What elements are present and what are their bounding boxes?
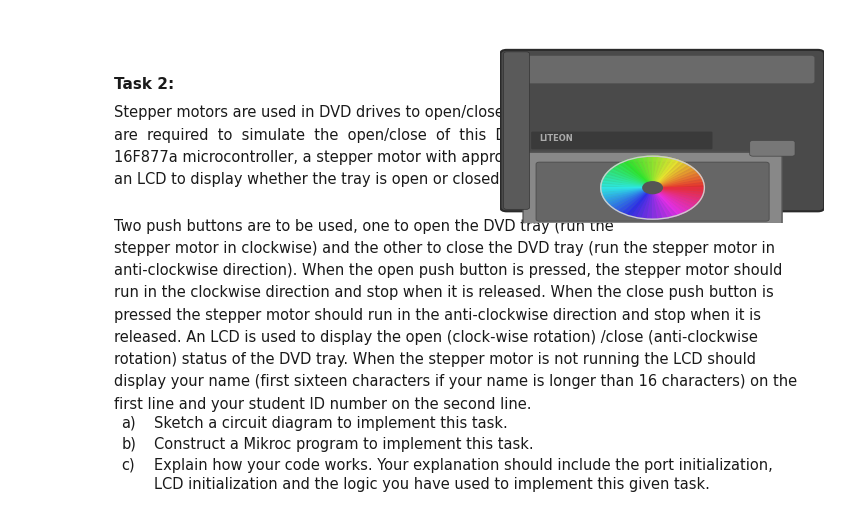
Polygon shape — [603, 175, 653, 188]
Polygon shape — [653, 164, 691, 188]
Polygon shape — [637, 157, 653, 188]
Polygon shape — [614, 188, 653, 211]
Polygon shape — [653, 188, 702, 201]
Text: Task 2:: Task 2: — [114, 77, 174, 92]
Text: Two push buttons are to be used, one to open the DVD tray (run the: Two push buttons are to be used, one to … — [114, 218, 613, 234]
Polygon shape — [648, 156, 653, 188]
Polygon shape — [608, 169, 653, 188]
Text: Stepper motors are used in DVD drives to open/close the DVD tray. You: Stepper motors are used in DVD drives to… — [114, 106, 636, 120]
FancyBboxPatch shape — [504, 52, 530, 209]
Polygon shape — [632, 158, 653, 188]
Text: rotation) status of the DVD tray. When the stepper motor is not running the LCD : rotation) status of the DVD tray. When t… — [114, 352, 755, 367]
Polygon shape — [653, 188, 705, 191]
Polygon shape — [653, 175, 702, 188]
Polygon shape — [627, 188, 653, 216]
Polygon shape — [653, 188, 687, 213]
Text: c): c) — [121, 458, 135, 472]
Polygon shape — [653, 188, 697, 206]
Polygon shape — [653, 157, 669, 188]
Polygon shape — [653, 169, 697, 188]
Polygon shape — [653, 159, 679, 188]
Polygon shape — [653, 188, 658, 219]
Circle shape — [643, 182, 662, 194]
Text: LITEON: LITEON — [539, 134, 573, 143]
Polygon shape — [653, 156, 658, 188]
Polygon shape — [642, 156, 653, 188]
FancyBboxPatch shape — [510, 56, 814, 83]
FancyBboxPatch shape — [749, 140, 795, 156]
Polygon shape — [653, 188, 691, 211]
Text: stepper motor in clockwise) and the other to close the DVD tray (run the stepper: stepper motor in clockwise) and the othe… — [114, 241, 775, 256]
Polygon shape — [653, 178, 703, 188]
Polygon shape — [653, 161, 683, 188]
Polygon shape — [653, 172, 700, 188]
Polygon shape — [653, 166, 695, 188]
Polygon shape — [600, 184, 653, 188]
Text: released. An LCD is used to display the open (clock-wise rotation) /close (anti-: released. An LCD is used to display the … — [114, 330, 758, 345]
Polygon shape — [653, 156, 664, 188]
Polygon shape — [653, 158, 674, 188]
Polygon shape — [632, 188, 653, 218]
Polygon shape — [606, 188, 653, 203]
Polygon shape — [600, 188, 653, 191]
Polygon shape — [608, 188, 653, 206]
FancyBboxPatch shape — [523, 152, 782, 225]
Text: Sketch a circuit diagram to implement this task.: Sketch a circuit diagram to implement th… — [154, 415, 508, 430]
Text: 16F877a microcontroller, a stepper motor with appropriate driver and: 16F877a microcontroller, a stepper motor… — [114, 150, 627, 165]
Polygon shape — [653, 162, 687, 188]
Polygon shape — [611, 188, 653, 209]
FancyBboxPatch shape — [500, 50, 824, 211]
Polygon shape — [601, 188, 653, 194]
Text: run in the clockwise direction and stop when it is released. When the close push: run in the clockwise direction and stop … — [114, 286, 774, 300]
Polygon shape — [653, 188, 674, 218]
Text: a): a) — [121, 415, 136, 430]
Text: Explain how your code works. Your explanation should include the port initializa: Explain how your code works. Your explan… — [154, 458, 773, 472]
Polygon shape — [602, 178, 653, 188]
Text: are  required  to  simulate  the  open/close  of  this  DVD  tray  using  PIC: are required to simulate the open/close … — [114, 128, 648, 143]
Polygon shape — [611, 166, 653, 188]
Text: LCD initialization and the logic you have used to implement this given task.: LCD initialization and the logic you hav… — [154, 477, 710, 492]
Polygon shape — [653, 188, 679, 216]
Polygon shape — [648, 188, 653, 219]
Polygon shape — [618, 188, 653, 213]
Polygon shape — [653, 188, 669, 218]
FancyBboxPatch shape — [536, 162, 770, 221]
Polygon shape — [602, 188, 653, 197]
FancyBboxPatch shape — [532, 132, 712, 149]
Text: display your name (first sixteen characters if your name is longer than 16 chara: display your name (first sixteen charact… — [114, 374, 796, 389]
Polygon shape — [653, 188, 695, 209]
Polygon shape — [601, 181, 653, 188]
Polygon shape — [653, 181, 704, 188]
Polygon shape — [637, 188, 653, 218]
Polygon shape — [627, 159, 653, 188]
Polygon shape — [653, 188, 700, 203]
Text: b): b) — [121, 436, 136, 452]
Polygon shape — [653, 188, 683, 215]
Polygon shape — [653, 188, 704, 194]
Polygon shape — [653, 188, 664, 219]
Text: Construct a Mikroc program to implement this task.: Construct a Mikroc program to implement … — [154, 436, 534, 452]
Polygon shape — [642, 188, 653, 219]
Polygon shape — [614, 164, 653, 188]
Polygon shape — [653, 188, 703, 197]
Text: pressed the stepper motor should run in the anti-clockwise direction and stop wh: pressed the stepper motor should run in … — [114, 308, 760, 322]
Polygon shape — [606, 172, 653, 188]
Text: an LCD to display whether the tray is open or closed.: an LCD to display whether the tray is op… — [114, 172, 504, 187]
Polygon shape — [622, 188, 653, 215]
Polygon shape — [618, 162, 653, 188]
Polygon shape — [603, 188, 653, 201]
Polygon shape — [622, 161, 653, 188]
Text: first line and your student ID number on the second line.: first line and your student ID number on… — [114, 396, 532, 412]
Polygon shape — [653, 184, 705, 188]
Text: anti-clockwise direction). When the open push button is pressed, the stepper mot: anti-clockwise direction). When the open… — [114, 263, 782, 278]
